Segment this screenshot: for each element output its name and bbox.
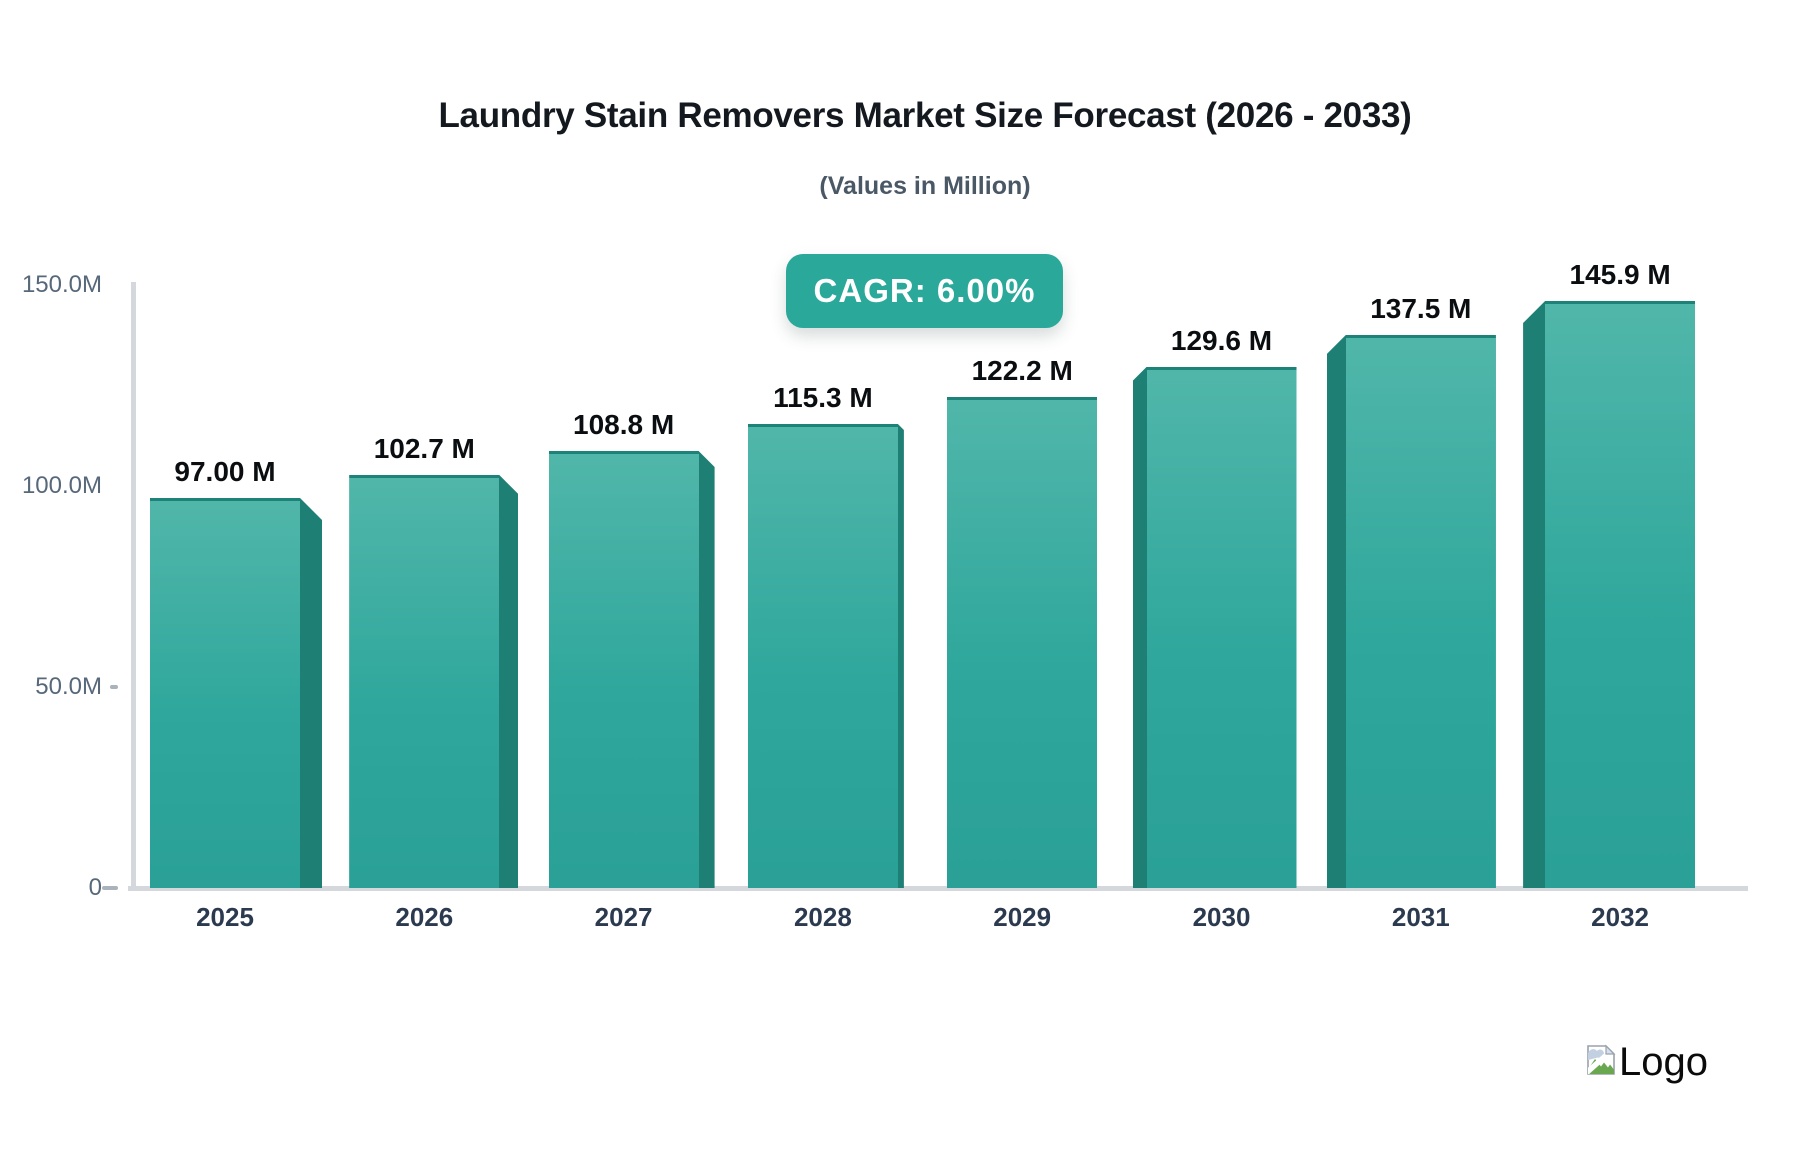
bar-2028: [747, 424, 904, 888]
bar-value-label: 108.8 M: [573, 409, 675, 440]
bar-face: [349, 475, 500, 888]
y-axis-tick-label: 150.0M: [21, 271, 102, 298]
x-axis-label: 2028: [793, 902, 852, 932]
bar-2026: [349, 475, 519, 888]
x-axis-label: 2031: [1391, 902, 1450, 932]
x-axis-label: 2025: [196, 902, 254, 932]
x-axis-label: 2029: [993, 902, 1052, 932]
y-axis-tick-label: 50.0M: [35, 673, 102, 700]
bar-face: [1146, 367, 1297, 888]
bar-value-label: 129.6 M: [1170, 325, 1273, 356]
x-axis-label: 2026: [395, 902, 454, 932]
bar-value-label: 137.5 M: [1370, 293, 1472, 324]
cagr-badge: CAGR: 6.00%: [786, 254, 1063, 328]
y-axis-tick-label: 0: [88, 874, 102, 901]
bar-value-label: 145.9 M: [1569, 259, 1671, 290]
bar-value-label: 97.00 M: [174, 456, 276, 487]
y-axis-tick-mark: [110, 685, 118, 689]
bar-2031: [1326, 335, 1496, 888]
bar-face: [947, 397, 1098, 888]
cagr-badge-label: CAGR: 6.00%: [813, 272, 1036, 309]
bar-2029: [947, 397, 1098, 888]
y-axis-line: [131, 282, 136, 888]
logo-text: Logo: [1619, 1040, 1708, 1084]
y-axis-tick-mark: [102, 886, 118, 890]
bar-value-label: 102.7 M: [373, 433, 475, 464]
bar-face: [150, 498, 300, 888]
bar-face: [1345, 335, 1496, 888]
x-axis-line: [128, 886, 1748, 891]
x-axis-label: 2027: [594, 902, 653, 932]
bar-2025: [150, 498, 322, 888]
bar-face: [548, 451, 699, 888]
bar-2030: [1132, 367, 1297, 888]
logo: Logo: [1584, 1040, 1708, 1084]
bar-2027: [548, 451, 715, 888]
broken-image-icon: [1587, 1044, 1616, 1075]
x-axis-label: 2030: [1192, 902, 1251, 932]
bar-face: [1545, 301, 1696, 888]
bar-value-label: 122.2 M: [971, 355, 1073, 386]
y-axis-tick-label: 100.0M: [21, 472, 102, 499]
x-axis-label: 2032: [1591, 902, 1650, 932]
bar-2032: [1523, 301, 1696, 888]
bar-face: [747, 424, 898, 888]
bar-value-label: 115.3 M: [773, 382, 873, 413]
chart-title: Laundry Stain Removers Market Size Forec…: [438, 96, 1412, 135]
chart-subtitle: (Values in Million): [819, 172, 1031, 200]
